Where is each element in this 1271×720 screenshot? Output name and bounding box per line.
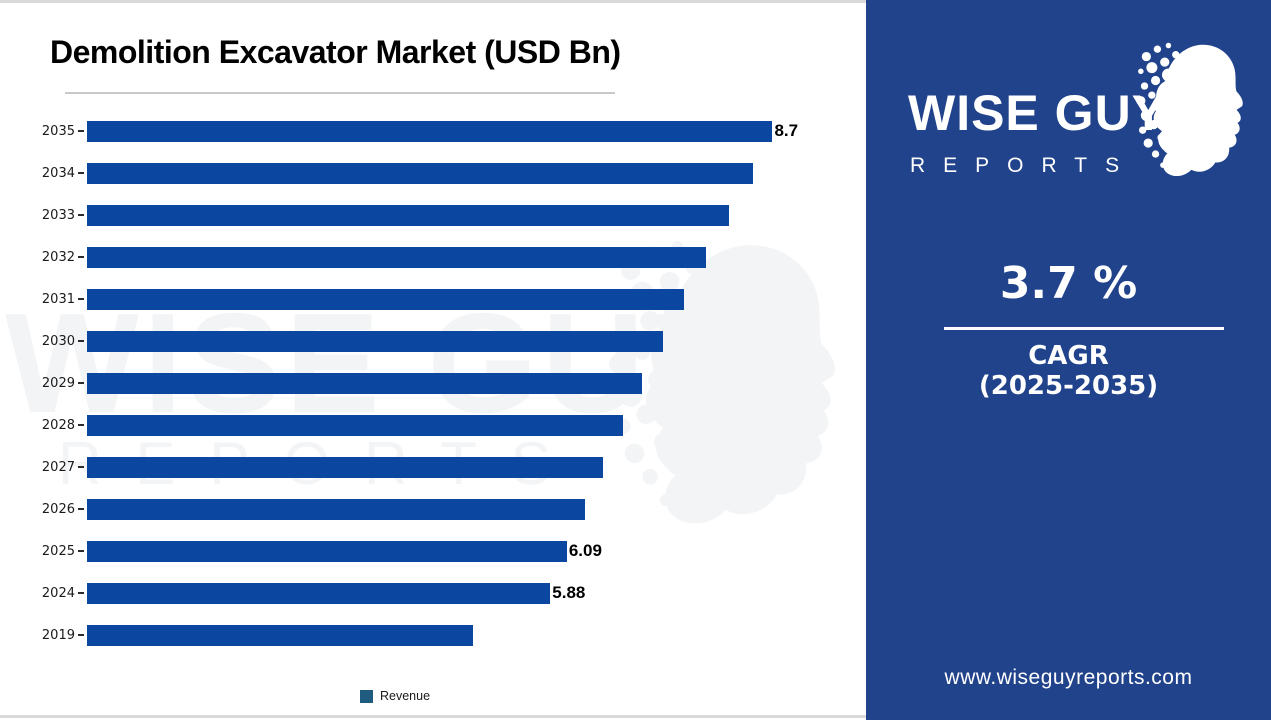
revenue-bar-2033: [87, 204, 730, 226]
website-url: www.wiseguyreports.com: [944, 666, 1193, 689]
y-tick-label: 2032: [41, 249, 75, 265]
logo-wordmark-text: WISE GUY: [908, 85, 1166, 141]
bar-chart: 2035 8.7 2034 2033 2032 2031 2030 2029 2028 2027 2…: [38, 110, 867, 656]
bar-track: [87, 456, 867, 478]
y-tick-mark: [78, 634, 84, 636]
y-tick-mark: [78, 256, 84, 258]
bar-track: 8.7: [87, 120, 867, 142]
bar-track: [87, 162, 867, 184]
chart-row: 2030: [38, 320, 867, 362]
revenue-bar-2019: [87, 624, 474, 646]
top-divider: [0, 0, 866, 3]
chart-panel: WISE GUY REPORTS Demolition Excavator Ma…: [0, 0, 866, 720]
chart-row: 2027: [38, 446, 867, 488]
bar-track: [87, 372, 867, 394]
y-tick-label: 2019: [41, 627, 75, 643]
y-tick-label: 2028: [41, 417, 75, 433]
y-tick-label: 2025: [41, 543, 75, 559]
y-tick-label: 2029: [41, 375, 75, 391]
y-tick-mark: [78, 592, 84, 594]
chart-row: 2029: [38, 362, 867, 404]
y-tick-label: 2031: [41, 291, 75, 307]
bar-track: [87, 624, 867, 646]
chart-row: 2028: [38, 404, 867, 446]
y-tick-label: 2024: [41, 585, 75, 601]
chart-row: 2035 8.7: [38, 110, 867, 152]
bar-track: [87, 204, 867, 226]
y-tick-mark: [78, 340, 84, 342]
revenue-bar-2031: [87, 288, 685, 310]
bar-track: 5.88: [87, 582, 867, 604]
bar-track: [87, 330, 867, 352]
bar-track: [87, 498, 867, 520]
revenue-bar-2027: [87, 456, 604, 478]
chart-row: 2025 6.09: [38, 530, 867, 572]
chart-title: Demolition Excavator Market (USD Bn): [50, 34, 621, 70]
y-tick-mark: [78, 508, 84, 510]
revenue-bar-2024: [87, 582, 551, 604]
y-tick-label: 2033: [41, 207, 75, 223]
revenue-bar-2026: [87, 498, 585, 520]
logo-reports-text: REPORTS: [910, 154, 1137, 177]
y-tick-mark: [78, 550, 84, 552]
chart-row: 2031: [38, 278, 867, 320]
bar-track: [87, 246, 867, 268]
y-tick-label: 2026: [41, 501, 75, 517]
cagr-range: (2025-2035): [978, 371, 1159, 401]
chart-row: 2033: [38, 194, 867, 236]
revenue-bar-2034: [87, 162, 753, 184]
bar-value-label: 8.7: [774, 121, 799, 140]
chart-row: 2032: [38, 236, 867, 278]
legend-swatch-revenue: [360, 689, 373, 703]
wiseguy-logo: WISE GUY REPORTS: [908, 42, 1243, 177]
y-tick-label: 2030: [41, 333, 75, 349]
bar-track: [87, 288, 867, 310]
bar-track: 6.09: [87, 540, 867, 562]
y-tick-label: 2034: [41, 165, 75, 181]
y-tick-mark: [78, 172, 84, 174]
chart-row: 2019: [38, 614, 867, 656]
revenue-bar-2032: [87, 246, 707, 268]
revenue-bar-2030: [87, 330, 663, 352]
y-tick-mark: [78, 214, 84, 216]
chart-row: 2024 5.88: [38, 572, 867, 614]
revenue-bar-2035: [87, 120, 773, 142]
revenue-bar-2025: [87, 540, 567, 562]
y-tick-mark: [78, 382, 84, 384]
y-tick-mark: [78, 130, 84, 132]
bar-value-label: 6.09: [568, 541, 602, 560]
chart-row: 2034: [38, 152, 867, 194]
brand-panel: WISE GUY REPORTS 3.7 % CAGR (2025-2035) …: [866, 0, 1271, 720]
y-tick-mark: [78, 298, 84, 300]
cagr-label: CAGR: [1028, 341, 1109, 371]
revenue-bar-2028: [87, 414, 623, 436]
revenue-bar-2029: [87, 372, 643, 394]
bar-value-label: 5.88: [552, 583, 586, 602]
bottom-divider: [0, 715, 866, 718]
cagr-value: 3.7 %: [999, 258, 1138, 309]
y-tick-label: 2035: [41, 123, 75, 139]
y-tick-label: 2027: [41, 459, 75, 475]
legend: Revenue: [360, 689, 430, 703]
y-tick-mark: [78, 466, 84, 468]
y-tick-mark: [78, 424, 84, 426]
chart-row: 2026: [38, 488, 867, 530]
title-underline: [65, 92, 615, 94]
legend-label: Revenue: [380, 689, 431, 703]
cagr-divider: [944, 327, 1224, 330]
bar-track: [87, 414, 867, 436]
